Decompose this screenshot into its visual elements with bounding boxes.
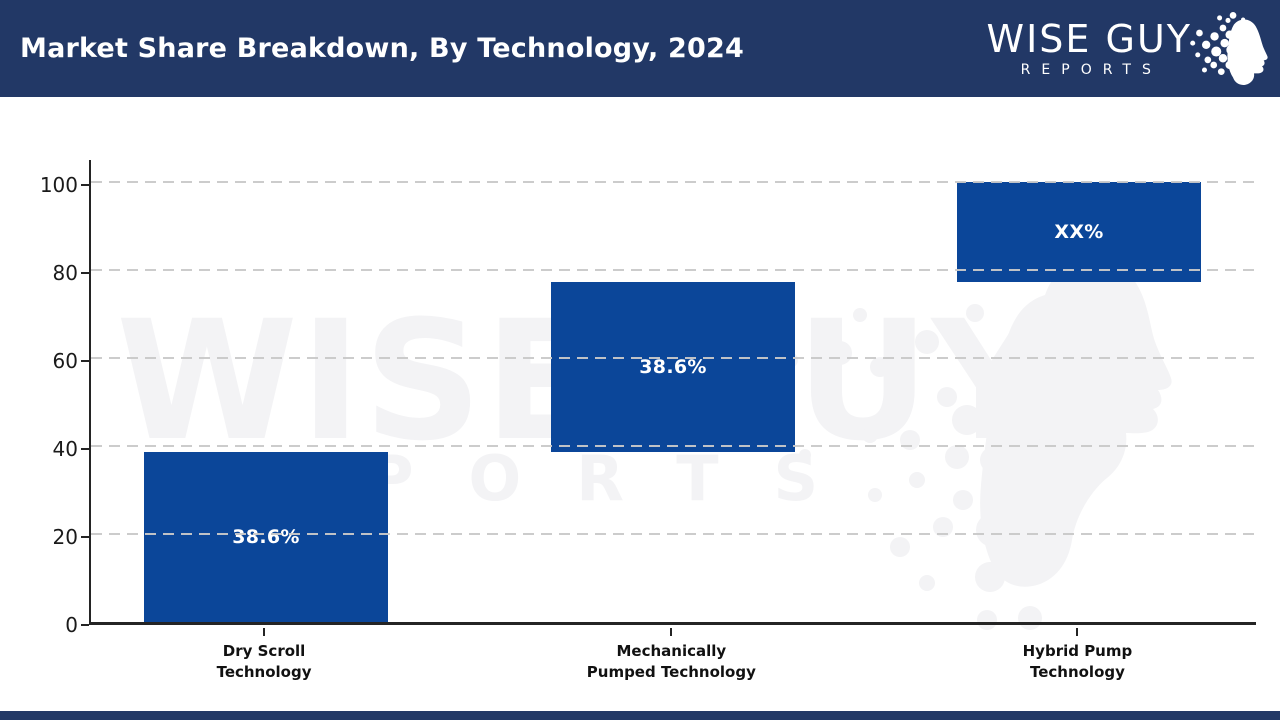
x-category-label-2: Mechanically Pumped Technology — [541, 641, 801, 683]
y-tick-mark — [81, 184, 89, 187]
y-tick-label-100: 100 — [39, 173, 78, 198]
x-tick-mark — [670, 628, 673, 636]
y-tick-mark — [81, 360, 89, 363]
plot-area: 38.6% 38.6% XX% — [89, 160, 1256, 625]
gridline-20 — [91, 533, 1256, 536]
bar-1: 38.6% — [144, 452, 388, 622]
bar-value-label: 38.6% — [232, 526, 300, 549]
x-category-label-3: Hybrid Pump Technology — [947, 641, 1207, 683]
x-category-line: Technology — [216, 663, 312, 681]
y-tick-label-0: 0 — [65, 613, 78, 637]
y-tick-mark — [81, 536, 89, 538]
x-category-label-1: Dry Scroll Technology — [134, 641, 394, 683]
chart-canvas: WISE GUY REPORTS 38.6% 38.6% XX% 0 20 40 60 80… — [0, 97, 1280, 711]
y-tick-label-40: 40 — [52, 437, 78, 462]
x-category-line: Technology — [1029, 663, 1125, 681]
y-tick-label-60: 60 — [52, 349, 78, 374]
bar-value-label: XX% — [1054, 221, 1104, 244]
footer-bar — [0, 711, 1280, 720]
bar-value-label: 38.6% — [639, 356, 707, 379]
logo-text: WISE GUY REPORTS — [987, 20, 1192, 78]
x-category-line: Mechanically — [616, 642, 727, 660]
logo-subtitle: REPORTS — [1020, 61, 1162, 78]
y-tick-mark — [81, 448, 89, 451]
y-tick-mark — [81, 624, 89, 626]
bar-3: XX% — [957, 182, 1201, 283]
y-tick-mark — [81, 272, 89, 275]
watermark-head-icon — [782, 257, 1172, 630]
bar-2: 38.6% — [551, 282, 795, 453]
page-title: Market Share Breakdown, By Technology, 2… — [20, 33, 745, 64]
logo-wordmark: WISE GUY — [986, 16, 1192, 61]
gridline-40 — [91, 445, 1256, 448]
gridline-60 — [91, 357, 1256, 360]
x-category-line: Hybrid Pump — [1022, 642, 1133, 660]
x-category-line: Dry Scroll — [222, 642, 306, 660]
x-tick-mark — [1076, 628, 1079, 636]
y-tick-label-80: 80 — [52, 261, 78, 286]
x-category-line: Pumped Technology — [586, 663, 756, 681]
gridline-100 — [91, 181, 1256, 184]
x-tick-mark — [263, 628, 266, 636]
header-bar: Market Share Breakdown, By Technology, 2… — [0, 0, 1280, 97]
logo-head-icon — [1190, 11, 1268, 85]
gridline-80 — [91, 269, 1256, 272]
wise-guy-logo: WISE GUY REPORTS — [987, 7, 1280, 91]
y-tick-label-20: 20 — [52, 525, 78, 549]
